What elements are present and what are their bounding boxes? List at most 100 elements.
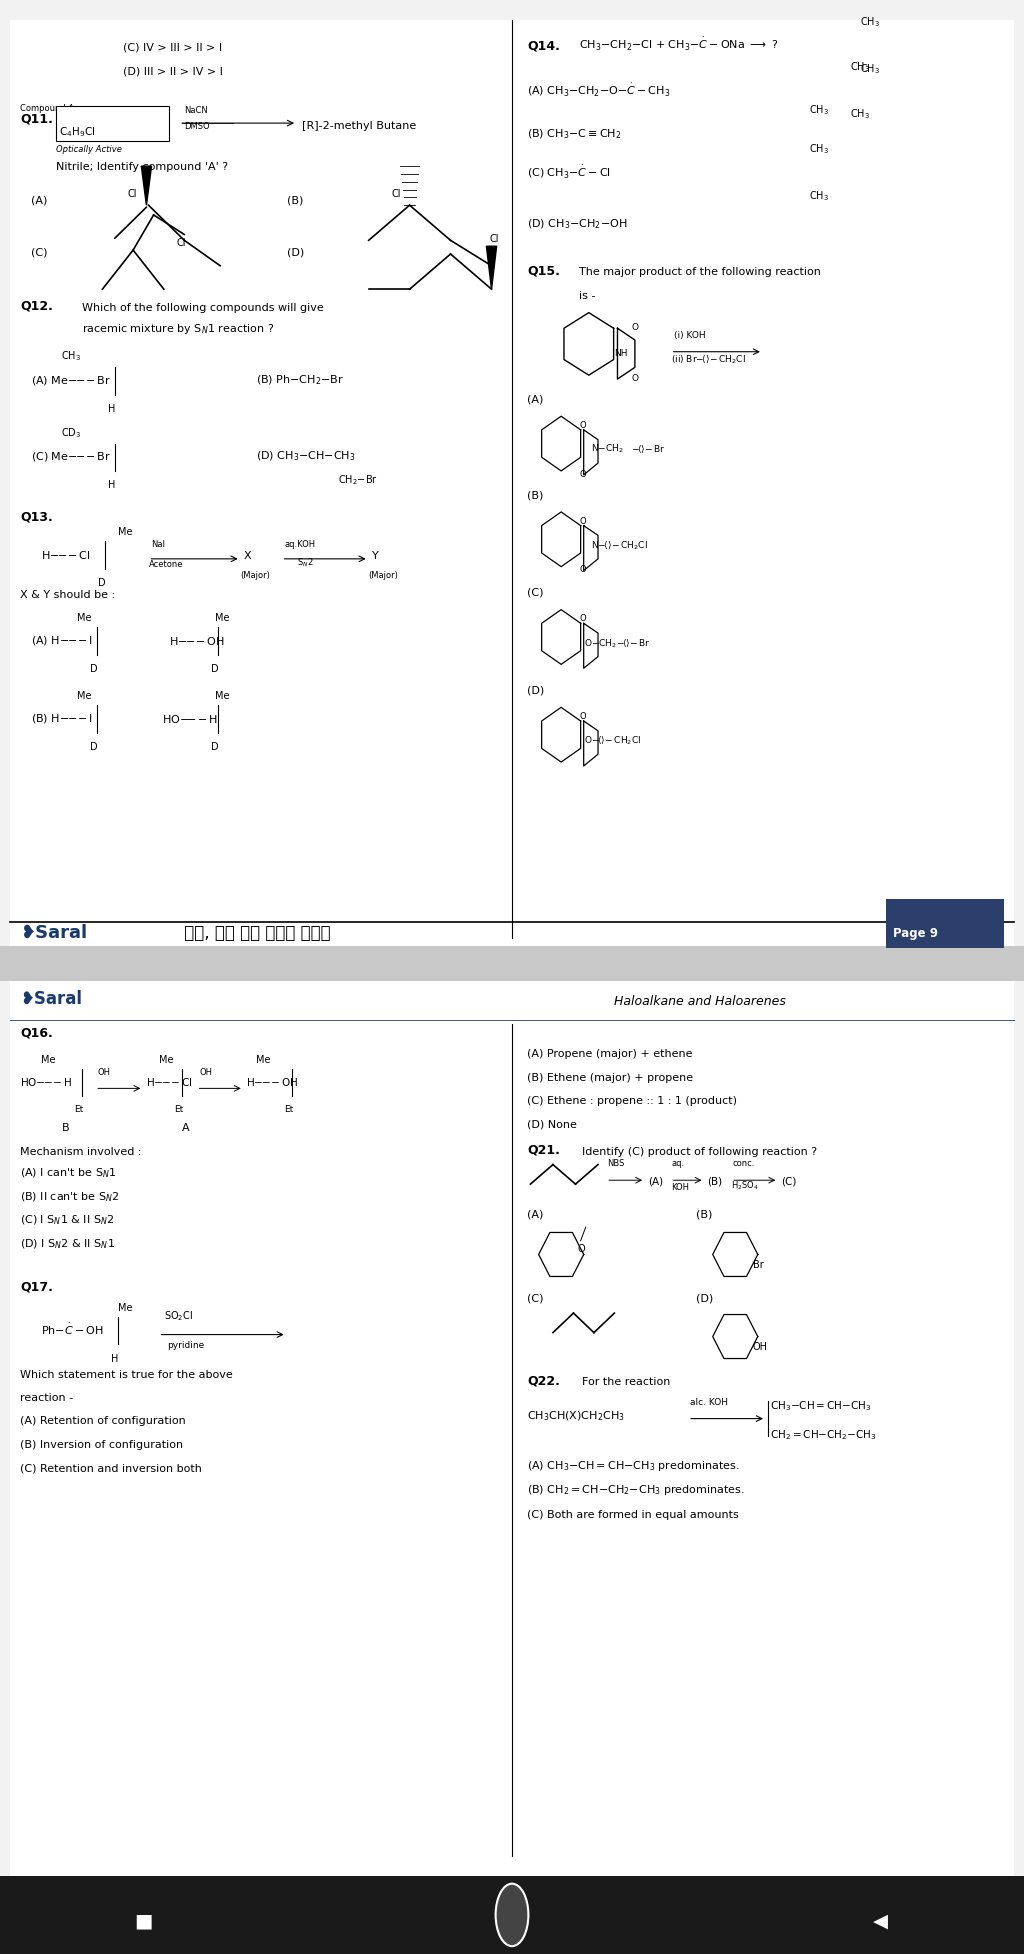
Text: Q22.: Q22. bbox=[527, 1374, 560, 1387]
Text: HO$-\!\!-\!\!-$H: HO$-\!\!-\!\!-$H bbox=[20, 1077, 73, 1088]
Text: (D) None: (D) None bbox=[527, 1120, 578, 1129]
Text: (D) CH$_3$$-$CH$-$CH$_3$: (D) CH$_3$$-$CH$-$CH$_3$ bbox=[256, 449, 355, 463]
Text: CH$_3$: CH$_3$ bbox=[860, 16, 881, 29]
Text: Compound A: Compound A bbox=[20, 104, 75, 113]
Polygon shape bbox=[141, 166, 152, 205]
Text: D: D bbox=[98, 578, 105, 588]
Text: Me: Me bbox=[215, 692, 229, 701]
Text: (D) CH$_3$$-$CH$_2$$-$OH: (D) CH$_3$$-$CH$_2$$-$OH bbox=[527, 217, 628, 231]
Text: O: O bbox=[580, 565, 586, 574]
Text: ❥Saral: ❥Saral bbox=[20, 991, 83, 1008]
Text: Br: Br bbox=[753, 1260, 763, 1270]
Text: Mechanism involved :: Mechanism involved : bbox=[20, 1147, 142, 1157]
Text: (D): (D) bbox=[287, 248, 304, 258]
Text: X & Y should be :: X & Y should be : bbox=[20, 590, 116, 600]
Text: (C) Me$-\!\!-\!\!-$Br: (C) Me$-\!\!-\!\!-$Br bbox=[31, 449, 111, 463]
Text: Et: Et bbox=[284, 1104, 293, 1114]
Text: (A): (A) bbox=[527, 1210, 544, 1219]
Text: (A) CH$_3$$-$CH$_2$$-$O$-\dot{C}-$CH$_3$: (A) CH$_3$$-$CH$_2$$-$O$-\dot{C}-$CH$_3$ bbox=[527, 80, 671, 98]
Text: Q15.: Q15. bbox=[527, 264, 560, 277]
Text: conc.: conc. bbox=[732, 1159, 755, 1168]
Text: CH$_3$: CH$_3$ bbox=[809, 190, 829, 203]
Text: CH$_3$: CH$_3$ bbox=[809, 104, 829, 117]
Text: CH$_3$$-$CH$=$CH$-$CH$_3$: CH$_3$$-$CH$=$CH$-$CH$_3$ bbox=[770, 1399, 871, 1413]
Text: O: O bbox=[580, 614, 586, 623]
Text: Me: Me bbox=[41, 1055, 55, 1065]
Text: Acetone: Acetone bbox=[148, 559, 183, 569]
Text: O$-\!\langle\rangle\!-$CH$_2$Cl: O$-\!\langle\rangle\!-$CH$_2$Cl bbox=[584, 735, 641, 746]
Text: Cl: Cl bbox=[128, 190, 137, 199]
Text: (C) CH$_3$$-\dot{C}-$Cl: (C) CH$_3$$-\dot{C}-$Cl bbox=[527, 162, 611, 180]
Text: (A) CH$_3$$-$CH$=$CH$-$CH$_3$ predominates.: (A) CH$_3$$-$CH$=$CH$-$CH$_3$ predominat… bbox=[527, 1460, 739, 1473]
Text: CH$_3$: CH$_3$ bbox=[61, 350, 82, 363]
Text: NaI: NaI bbox=[152, 539, 166, 549]
Text: (B): (B) bbox=[708, 1176, 723, 1186]
Text: (C): (C) bbox=[527, 1294, 544, 1303]
Text: Nitrile; Identify compound 'A' ?: Nitrile; Identify compound 'A' ? bbox=[56, 162, 228, 172]
Text: X: X bbox=[244, 551, 251, 561]
Text: HO$-\!\!-\!\!-$H: HO$-\!\!-\!\!-$H bbox=[162, 713, 218, 725]
Bar bbox=[0, 1876, 1024, 1954]
Text: OH: OH bbox=[753, 1342, 768, 1352]
Text: (C): (C) bbox=[781, 1176, 797, 1186]
Text: C$_4$H$_9$Cl: C$_4$H$_9$Cl bbox=[59, 125, 95, 139]
Text: CH$_3$: CH$_3$ bbox=[850, 61, 870, 74]
Text: Et: Et bbox=[74, 1104, 83, 1114]
Text: pyridine: pyridine bbox=[167, 1340, 204, 1350]
Text: है, तो सब सरल है।: है, तो सब सरल है। bbox=[179, 924, 331, 942]
Bar bbox=[56, 106, 169, 141]
Text: Haloalkane and Haloarenes: Haloalkane and Haloarenes bbox=[614, 995, 786, 1008]
Text: O: O bbox=[632, 322, 639, 332]
Text: ❥Saral: ❥Saral bbox=[20, 924, 88, 942]
Text: (B) Ph$-$CH$_2$$-$Br: (B) Ph$-$CH$_2$$-$Br bbox=[256, 373, 344, 387]
Text: DMSO: DMSO bbox=[184, 121, 210, 131]
Text: Q17.: Q17. bbox=[20, 1280, 53, 1294]
Bar bbox=[10, 20, 1014, 948]
Text: (C): (C) bbox=[31, 248, 47, 258]
Text: (i) KOH: (i) KOH bbox=[674, 330, 706, 340]
Text: (C) IV > III > II > I: (C) IV > III > II > I bbox=[123, 43, 222, 53]
Text: D: D bbox=[211, 743, 218, 752]
Text: Y: Y bbox=[372, 551, 379, 561]
Text: Me: Me bbox=[215, 614, 229, 623]
Text: Optically Active: Optically Active bbox=[56, 145, 122, 154]
Text: CH$_3$$-$CH$_2$$-$Cl + CH$_3$$-\dot{C}-$ONa $\longrightarrow$ ?: CH$_3$$-$CH$_2$$-$Cl + CH$_3$$-\dot{C}-$… bbox=[579, 35, 778, 53]
Polygon shape bbox=[486, 246, 497, 289]
Text: (A) Propene (major) + ethene: (A) Propene (major) + ethene bbox=[527, 1049, 693, 1059]
Text: (B) II can't be S$_N$2: (B) II can't be S$_N$2 bbox=[20, 1190, 120, 1204]
Text: (D) I S$_N$2 & II S$_N$1: (D) I S$_N$2 & II S$_N$1 bbox=[20, 1237, 116, 1251]
Text: Identify (C) product of following reaction ?: Identify (C) product of following reacti… bbox=[582, 1147, 817, 1157]
Text: (A) Retention of configuration: (A) Retention of configuration bbox=[20, 1417, 186, 1426]
Text: (B): (B) bbox=[287, 195, 303, 205]
Text: CH$_3$: CH$_3$ bbox=[850, 107, 870, 121]
Text: The major product of the following reaction: The major product of the following react… bbox=[579, 268, 820, 277]
Text: CH$_2$$-$Br: CH$_2$$-$Br bbox=[338, 473, 378, 487]
Text: O: O bbox=[580, 711, 586, 721]
Text: For the reaction: For the reaction bbox=[582, 1378, 670, 1387]
Text: O: O bbox=[580, 469, 586, 479]
Text: CD$_3$: CD$_3$ bbox=[61, 426, 82, 440]
Text: Cl: Cl bbox=[176, 238, 185, 248]
Text: (C): (C) bbox=[527, 588, 544, 598]
Text: reaction -: reaction - bbox=[20, 1393, 74, 1403]
Text: H: H bbox=[108, 404, 115, 414]
Text: Me: Me bbox=[256, 1055, 270, 1065]
Text: CH$_3$CH(X)CH$_2$CH$_3$: CH$_3$CH(X)CH$_2$CH$_3$ bbox=[527, 1409, 626, 1423]
Text: Q16.: Q16. bbox=[20, 1026, 53, 1040]
Text: SO$_2$Cl: SO$_2$Cl bbox=[164, 1309, 194, 1323]
Text: Me: Me bbox=[77, 614, 91, 623]
Text: NH: NH bbox=[614, 348, 628, 358]
Text: aq.KOH: aq.KOH bbox=[285, 539, 315, 549]
Text: (B): (B) bbox=[696, 1210, 713, 1219]
Text: (D): (D) bbox=[696, 1294, 714, 1303]
Text: (B) Ethene (major) + propene: (B) Ethene (major) + propene bbox=[527, 1073, 693, 1083]
Text: (D) III > II > IV > I: (D) III > II > IV > I bbox=[123, 66, 223, 76]
Text: (A) H$-\!\!-\!\!-$I: (A) H$-\!\!-\!\!-$I bbox=[31, 633, 92, 647]
Text: (C) Retention and inversion both: (C) Retention and inversion both bbox=[20, 1464, 203, 1473]
Text: (B) Inversion of configuration: (B) Inversion of configuration bbox=[20, 1440, 183, 1450]
Text: NBS: NBS bbox=[607, 1159, 625, 1168]
Text: H$-\!\!-\!\!-$OH: H$-\!\!-\!\!-$OH bbox=[246, 1077, 298, 1088]
Text: D: D bbox=[90, 664, 97, 674]
Text: (D): (D) bbox=[527, 686, 545, 696]
Text: Q11.: Q11. bbox=[20, 111, 53, 125]
